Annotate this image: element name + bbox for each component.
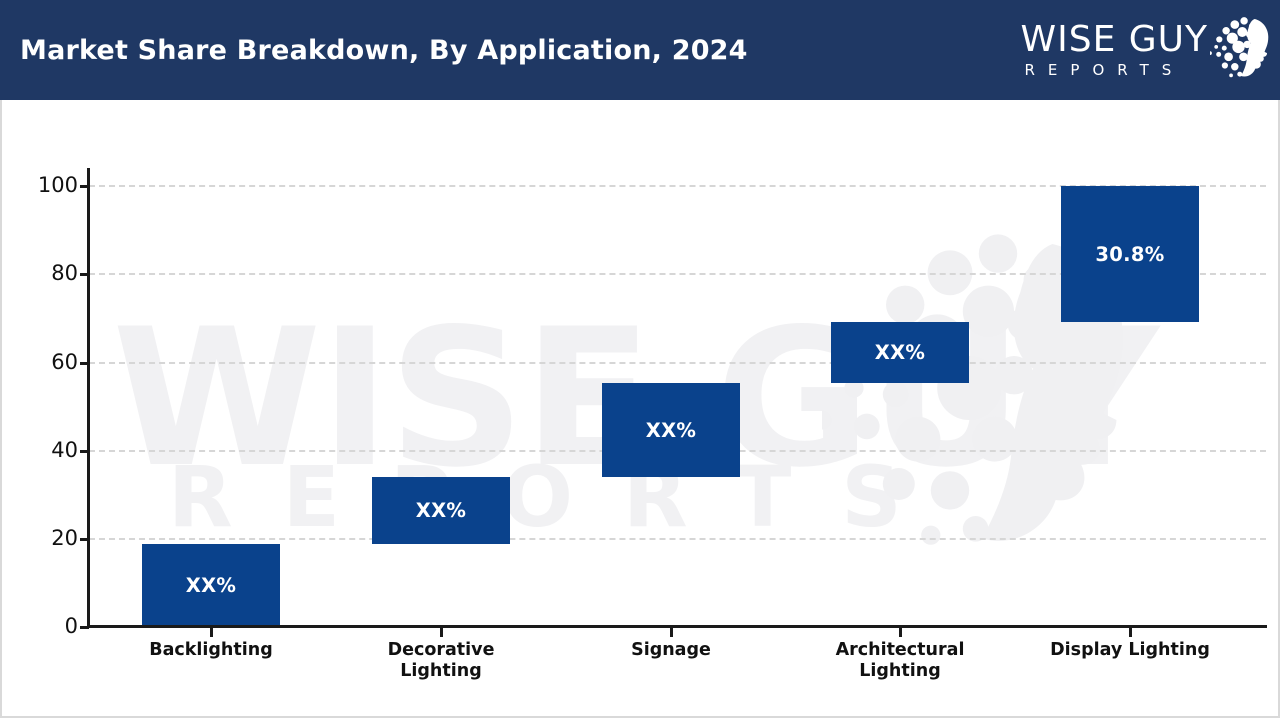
x-tick-mark	[670, 628, 673, 637]
gridline-80	[89, 273, 1266, 276]
bar-architectural-lighting: XX%	[831, 322, 969, 384]
brand-logo: WISE GUY REPORTS	[1021, 0, 1273, 100]
y-tick-label: 0	[64, 614, 78, 638]
header-bar: Market Share Breakdown, By Application, …	[0, 0, 1280, 100]
y-tick-label: 40	[51, 437, 78, 462]
watermark-text-line2: REPORTS	[168, 448, 952, 546]
y-tick-mark	[80, 626, 89, 629]
gridline-60	[89, 361, 1266, 364]
x-tick-mark	[440, 628, 443, 637]
x-tick-mark	[210, 628, 213, 637]
x-category-label: Decorative Lighting	[387, 640, 495, 682]
page-border-bottom	[0, 716, 1280, 718]
brand-name: WISE GUY	[1020, 18, 1208, 60]
bar-value-label: XX%	[645, 418, 697, 442]
page-border-right	[1278, 100, 1280, 718]
y-tick-mark	[80, 449, 89, 453]
x-category-label: Backlighting	[149, 640, 273, 660]
x-tick-mark	[899, 628, 902, 637]
y-tick-mark	[80, 537, 89, 541]
x-axis-line	[87, 625, 1267, 628]
y-tick-label: 20	[51, 525, 78, 550]
x-category-label: Signage	[631, 640, 711, 660]
y-tick-mark	[80, 273, 89, 277]
x-category-label: Architectural Lighting	[835, 640, 965, 682]
y-tick-mark	[80, 361, 89, 365]
brand-tagline: REPORTS	[1024, 60, 1185, 79]
chart-title: Market Share Breakdown, By Application, …	[20, 34, 748, 66]
brand-logo-text: WISE GUY REPORTS	[1020, 18, 1209, 79]
bar-value-label: 30.8%	[1095, 242, 1165, 266]
y-axis-line	[87, 168, 90, 628]
bar-decorative-lighting: XX%	[372, 477, 510, 545]
y-tick-label: 80	[51, 261, 78, 286]
bar-value-label: XX%	[415, 499, 467, 523]
x-tick-mark	[1129, 628, 1132, 637]
bar-signage: XX%	[602, 383, 740, 478]
gridline-20	[89, 537, 1266, 540]
gridline-100	[89, 185, 1266, 188]
bar-display-lighting: 30.8%	[1061, 186, 1199, 323]
page-border-left	[0, 100, 2, 718]
bar-backlighting: XX%	[142, 544, 280, 627]
x-category-label: Display Lighting	[1050, 640, 1210, 660]
y-tick-label: 100	[37, 173, 78, 198]
y-tick-mark	[80, 185, 89, 189]
bar-value-label: XX%	[185, 574, 237, 598]
bar-value-label: XX%	[874, 341, 926, 365]
y-tick-label: 60	[51, 349, 78, 374]
